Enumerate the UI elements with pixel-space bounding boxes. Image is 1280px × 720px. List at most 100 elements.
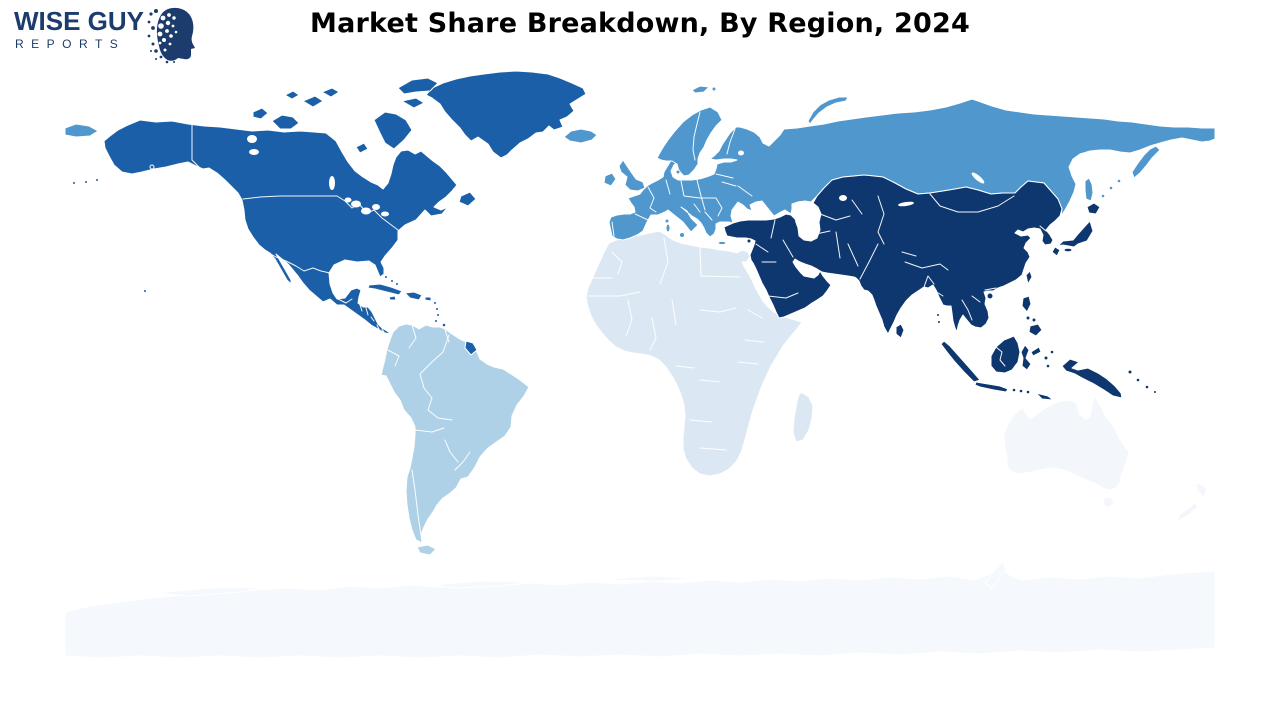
sulawesi-arm bbox=[1030, 346, 1042, 357]
eurasia-mainland bbox=[608, 98, 1216, 241]
border-alaska-canada bbox=[191, 123, 201, 169]
moluccas bbox=[1043, 355, 1049, 361]
region-europe-russia bbox=[64, 85, 1216, 246]
chart-title: Market Share Breakdown, By Region, 2024 bbox=[310, 8, 970, 39]
new-zealand-north bbox=[1195, 482, 1208, 498]
ireland bbox=[603, 172, 617, 187]
puerto-rico bbox=[424, 296, 432, 302]
tierra-del-fuego bbox=[416, 544, 437, 556]
solomons bbox=[1144, 384, 1150, 390]
ellesmere-island bbox=[397, 77, 439, 95]
caspian-sea bbox=[794, 201, 810, 233]
sardinia bbox=[665, 223, 671, 233]
tasmania bbox=[1102, 496, 1115, 509]
greenland bbox=[425, 70, 587, 159]
crete bbox=[717, 240, 727, 246]
north-america-mainland bbox=[103, 119, 458, 335]
lake-baikal bbox=[971, 172, 985, 184]
borders-south-america bbox=[387, 324, 471, 536]
sakhalin bbox=[1084, 177, 1094, 202]
asia-mainland bbox=[723, 174, 1063, 356]
svalbard bbox=[691, 85, 710, 94]
lesser-sunda bbox=[1011, 387, 1017, 393]
borneo bbox=[990, 335, 1021, 374]
qe-islands bbox=[302, 95, 324, 108]
mindanao bbox=[1028, 323, 1043, 337]
lesser-antilles bbox=[433, 301, 437, 305]
great-bear-lake bbox=[247, 135, 257, 143]
bismarck bbox=[1127, 369, 1133, 375]
hokkaido bbox=[1086, 202, 1101, 215]
sicily bbox=[679, 232, 685, 238]
logo-wordmark: WISE GUY bbox=[14, 6, 145, 36]
border-usa-mexico bbox=[266, 251, 331, 274]
inland-seas bbox=[738, 150, 985, 233]
banks-island bbox=[252, 107, 269, 120]
borders-asia bbox=[755, 193, 1047, 367]
honshu bbox=[1057, 220, 1094, 248]
bahamas bbox=[384, 275, 388, 279]
australia bbox=[1003, 395, 1130, 491]
newfoundland bbox=[458, 191, 477, 207]
taiwan bbox=[1025, 270, 1033, 285]
hainan bbox=[986, 292, 994, 300]
logo-text: WISE GUY REPORTS bbox=[14, 6, 145, 52]
kuril-islands bbox=[1100, 193, 1106, 199]
region-north-america bbox=[72, 70, 587, 335]
kyushu bbox=[1051, 246, 1061, 257]
hispaniola bbox=[404, 291, 423, 301]
borders-africa bbox=[587, 237, 765, 451]
great-lakes bbox=[351, 200, 361, 208]
luzon bbox=[1021, 295, 1032, 313]
region-antarctica bbox=[64, 561, 1216, 659]
chukotka-wrap bbox=[64, 123, 99, 138]
great-slave-lake bbox=[249, 149, 259, 155]
great-britain bbox=[618, 159, 646, 192]
head-profile-icon bbox=[147, 7, 196, 64]
sulawesi bbox=[1020, 344, 1032, 371]
andaman bbox=[936, 313, 940, 317]
java bbox=[974, 381, 1009, 393]
lake-ladoga bbox=[738, 150, 744, 156]
region-oceania bbox=[1003, 395, 1208, 522]
novaya-zemlya bbox=[807, 96, 849, 125]
denmark-isles bbox=[675, 169, 681, 175]
lake-balkhash bbox=[898, 201, 914, 207]
south-america-mainland bbox=[380, 323, 530, 544]
hawaii bbox=[143, 289, 147, 293]
kodiak bbox=[149, 164, 155, 170]
aral-sea bbox=[839, 195, 847, 201]
aleutians bbox=[95, 178, 99, 182]
wise-guy-reports-logo: WISE GUY REPORTS bbox=[14, 6, 198, 64]
shikoku bbox=[1063, 247, 1073, 253]
new-guinea bbox=[1061, 358, 1123, 399]
cyprus bbox=[746, 238, 752, 244]
southampton-island bbox=[355, 142, 369, 154]
iceland bbox=[563, 128, 598, 144]
jamaica bbox=[388, 295, 397, 301]
french-guiana bbox=[464, 340, 478, 356]
timor bbox=[1035, 392, 1054, 401]
country-borders bbox=[191, 111, 1047, 536]
logo-subtitle: REPORTS bbox=[15, 37, 126, 52]
sumatra bbox=[940, 340, 981, 383]
visayas bbox=[1025, 315, 1031, 321]
north-america-lakes bbox=[247, 135, 389, 217]
border-usa-canada bbox=[242, 195, 399, 231]
borders-europe bbox=[611, 111, 753, 237]
lake-winnipeg bbox=[329, 176, 335, 190]
new-zealand-south bbox=[1176, 502, 1199, 522]
victoria-island bbox=[271, 114, 300, 130]
madagascar bbox=[792, 391, 814, 443]
region-south-america bbox=[380, 323, 530, 556]
sri-lanka bbox=[895, 323, 905, 339]
kamchatka bbox=[1131, 145, 1161, 179]
cuba bbox=[367, 283, 403, 296]
corsica bbox=[664, 218, 670, 224]
scandinavia bbox=[656, 106, 723, 177]
devon-island bbox=[401, 97, 425, 109]
region-asia-pacific bbox=[723, 174, 1157, 401]
baffin-island bbox=[373, 111, 413, 150]
